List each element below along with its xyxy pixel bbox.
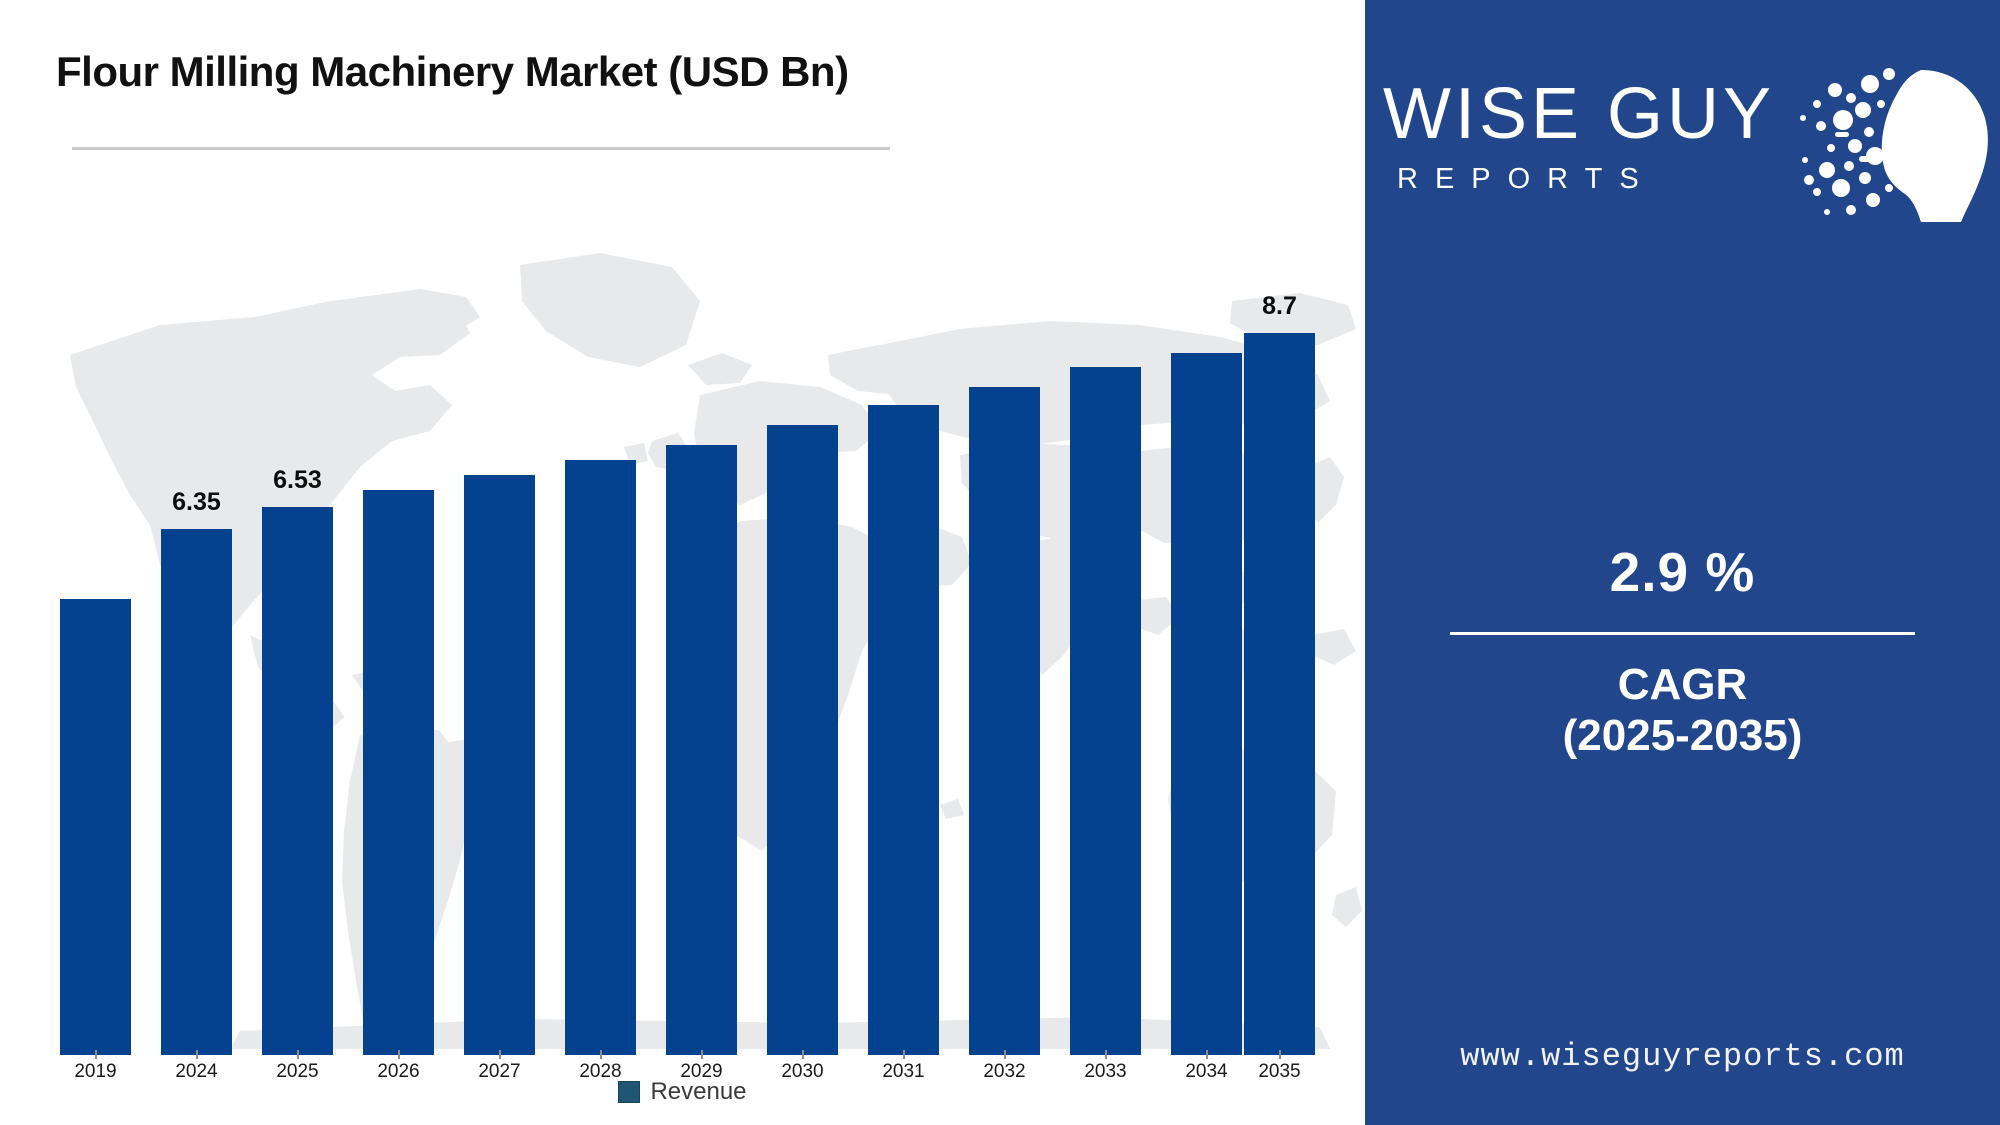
x-axis-label-2028: 2028: [579, 1061, 622, 1082]
bar-column-2029[interactable]: [654, 180, 749, 1055]
bar-column-2019[interactable]: [48, 180, 143, 1055]
title-divider: [72, 147, 890, 150]
website-url[interactable]: www.wiseguyreports.com: [1460, 1038, 1905, 1075]
x-axis-label-2019: 2019: [74, 1061, 117, 1082]
bar-column-2035[interactable]: 8.7: [1232, 180, 1327, 1055]
x-axis-label-2026: 2026: [377, 1061, 420, 1082]
bar-2025[interactable]: [262, 507, 333, 1055]
x-axis-label-2024: 2024: [175, 1061, 218, 1082]
axis-tick: [1004, 1050, 1006, 1059]
bar-column-2032[interactable]: [957, 180, 1052, 1055]
bar-2027[interactable]: [464, 475, 535, 1055]
bar-2032[interactable]: [969, 387, 1040, 1055]
bar-2033[interactable]: [1070, 367, 1141, 1055]
axis-tick: [701, 1050, 703, 1059]
cagr-caption-line2: (2025-2035): [1562, 710, 1803, 760]
bar-chart-plot-area: 6.35 6.53: [0, 180, 1365, 1055]
bar-column-2024[interactable]: 6.35: [149, 180, 244, 1055]
bar-2028[interactable]: [565, 460, 636, 1055]
bar-column-2027[interactable]: [452, 180, 547, 1055]
x-axis-label-2033: 2033: [1084, 1061, 1127, 1082]
bar-2029[interactable]: [666, 445, 737, 1055]
bar-2034[interactable]: [1171, 353, 1242, 1055]
chart-panel: Flour Milling Machinery Market (USD Bn): [0, 48, 1365, 1110]
x-axis-label-2032: 2032: [983, 1061, 1026, 1082]
bar-value-label-2025: 6.53: [273, 466, 322, 494]
bar-column-2025[interactable]: 6.53: [250, 180, 345, 1055]
x-axis-label-2030: 2030: [781, 1061, 824, 1082]
x-axis-label-2029: 2029: [680, 1061, 723, 1082]
page-title: Flour Milling Machinery Market (USD Bn): [56, 48, 849, 95]
axis-tick: [297, 1050, 299, 1059]
chart-legend: Revenue: [0, 1078, 1365, 1106]
cagr-caption-line1: CAGR: [1617, 660, 1748, 709]
bar-2030[interactable]: [767, 425, 838, 1055]
svg-text:REPORTS: REPORTS: [1397, 163, 1656, 195]
axis-tick: [95, 1050, 97, 1059]
axis-tick: [1206, 1050, 1208, 1059]
cagr-divider: [1450, 632, 1915, 635]
x-axis-label-2027: 2027: [478, 1061, 521, 1082]
bar-2031[interactable]: [868, 405, 939, 1055]
axis-tick: [398, 1050, 400, 1059]
x-axis-label-2035: 2035: [1258, 1061, 1301, 1082]
axis-tick: [600, 1050, 602, 1059]
svg-text:WISE GUY: WISE GUY: [1383, 74, 1775, 154]
bar-2024[interactable]: [161, 529, 232, 1055]
brand-panel: WISE GUY REPORTS: [1365, 0, 2000, 1125]
axis-tick: [1105, 1050, 1107, 1059]
bar-value-label-2035: 8.7: [1262, 292, 1297, 320]
axis-tick: [196, 1050, 198, 1059]
bar-value-label-2024: 6.35: [172, 488, 221, 516]
legend-label-revenue: Revenue: [650, 1078, 747, 1105]
cagr-caption: CAGR (2025-2035): [1365, 660, 2000, 761]
bar-2026[interactable]: [363, 490, 434, 1055]
axis-tick: [499, 1050, 501, 1059]
x-axis-label-2025: 2025: [276, 1061, 319, 1082]
legend-swatch-revenue: [618, 1081, 641, 1103]
x-axis: 2019 2024 2025 2026 2027 2028 2029 2030 …: [0, 1050, 1365, 1110]
bar-2019[interactable]: [60, 599, 131, 1055]
bar-column-2031[interactable]: [856, 180, 951, 1055]
x-axis-label-2034: 2034: [1185, 1061, 1228, 1082]
axis-tick: [802, 1050, 804, 1059]
axis-tick: [903, 1050, 905, 1059]
x-axis-label-2031: 2031: [882, 1061, 925, 1082]
bar-column-2034[interactable]: [1159, 180, 1254, 1055]
cagr-value: 2.9 %: [1609, 541, 1756, 603]
bar-column-2026[interactable]: [351, 180, 446, 1055]
bar-column-2028[interactable]: [553, 180, 648, 1055]
wiseguy-reports-logo[interactable]: WISE GUY REPORTS: [1365, 60, 2000, 225]
axis-tick: [1279, 1050, 1281, 1059]
bar-column-2030[interactable]: [755, 180, 850, 1055]
bar-column-2033[interactable]: [1058, 180, 1153, 1055]
bar-2035[interactable]: [1244, 333, 1315, 1055]
